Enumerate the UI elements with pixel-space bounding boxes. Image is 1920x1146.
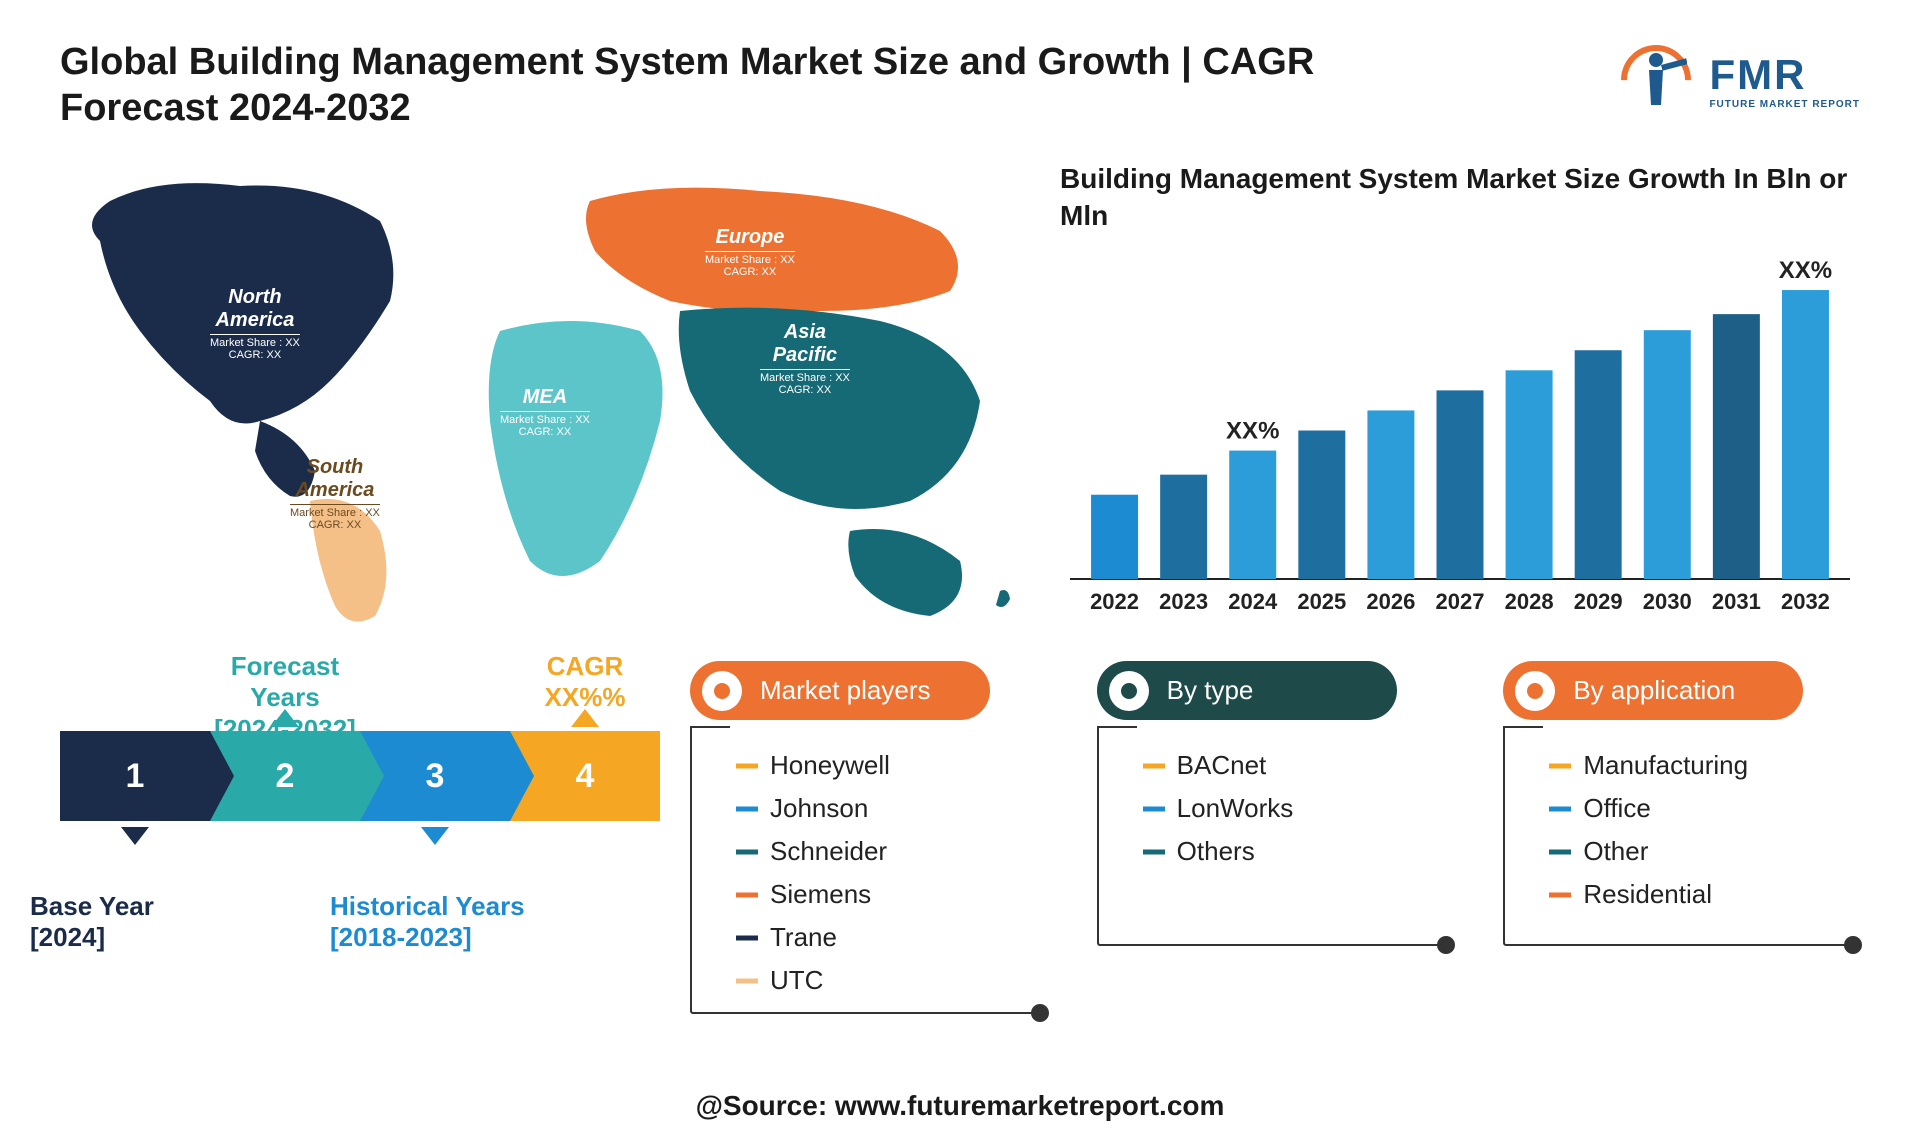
segment-market-players: Market players HoneywellJohnsonSchneiderS… bbox=[690, 661, 1047, 1014]
timeline-seg-1: 1 bbox=[60, 731, 210, 821]
list-item: Trane bbox=[736, 916, 1043, 959]
timeline-label-bottom: Base Year[2024] bbox=[30, 891, 260, 953]
list-item: BACnet bbox=[1143, 744, 1450, 787]
bar-2029 bbox=[1575, 350, 1622, 579]
list-item: Residential bbox=[1549, 873, 1856, 916]
svg-text:2031: 2031 bbox=[1712, 589, 1761, 614]
segment-header: By type bbox=[1097, 661, 1397, 720]
bar-2026 bbox=[1367, 410, 1414, 579]
bar-2022 bbox=[1091, 495, 1138, 579]
list-item: Johnson bbox=[736, 787, 1043, 830]
bar-2027 bbox=[1437, 390, 1484, 579]
svg-text:2028: 2028 bbox=[1505, 589, 1554, 614]
bar-2030 bbox=[1644, 330, 1691, 579]
source-attribution: @Source: www.futuremarketreport.com bbox=[696, 1090, 1225, 1122]
segment-header: By application bbox=[1503, 661, 1803, 720]
svg-text:2032: 2032 bbox=[1781, 589, 1830, 614]
list-item: Schneider bbox=[736, 830, 1043, 873]
logo-icon bbox=[1611, 40, 1701, 120]
segment-header: Market players bbox=[690, 661, 990, 720]
timeline-label-bottom: Historical Years[2018-2023] bbox=[330, 891, 560, 953]
bar-2025 bbox=[1298, 430, 1345, 578]
logo-subtext: FUTURE MARKET REPORT bbox=[1709, 99, 1860, 110]
svg-text:2025: 2025 bbox=[1297, 589, 1346, 614]
svg-text:2030: 2030 bbox=[1643, 589, 1692, 614]
list-item: Siemens bbox=[736, 873, 1043, 916]
svg-text:2027: 2027 bbox=[1436, 589, 1485, 614]
region-label-north-america: NorthAmerica Market Share : XX CAGR: XX bbox=[210, 286, 300, 361]
svg-text:XX%: XX% bbox=[1226, 418, 1279, 445]
timeline-label-top: CAGRXX%% bbox=[495, 651, 675, 713]
world-map: NorthAmerica Market Share : XX CAGR: XX S… bbox=[60, 161, 1020, 641]
region-label-south-america: SouthAmerica Market Share : XX CAGR: XX bbox=[290, 456, 380, 531]
page-title: Global Building Management System Market… bbox=[60, 40, 1460, 131]
list-item: Office bbox=[1549, 787, 1856, 830]
bar-2024 bbox=[1229, 451, 1276, 579]
list-item: LonWorks bbox=[1143, 787, 1450, 830]
list-item: Honeywell bbox=[736, 744, 1043, 787]
list-item: Manufacturing bbox=[1549, 744, 1856, 787]
svg-text:XX%: XX% bbox=[1779, 257, 1832, 284]
svg-text:2029: 2029 bbox=[1574, 589, 1623, 614]
list-item: UTC bbox=[736, 959, 1043, 1002]
header: Global Building Management System Market… bbox=[60, 40, 1860, 131]
timeline: Forecast Years[2024-2032]CAGRXX%% 1234 B… bbox=[60, 661, 660, 971]
region-label-europe: Europe Market Share : XX CAGR: XX bbox=[705, 226, 795, 278]
logo-text: FMR bbox=[1709, 51, 1860, 99]
bar-chart: Building Management System Market Size G… bbox=[1060, 161, 1860, 641]
svg-text:2023: 2023 bbox=[1159, 589, 1208, 614]
svg-text:2024: 2024 bbox=[1228, 589, 1278, 614]
list-item: Other bbox=[1549, 830, 1856, 873]
infographic-root: Global Building Management System Market… bbox=[0, 0, 1920, 1146]
bar-2028 bbox=[1506, 370, 1553, 579]
segment-by-type: By type BACnetLonWorksOthers bbox=[1097, 661, 1454, 1014]
svg-text:2022: 2022 bbox=[1090, 589, 1139, 614]
segment-by-application: By application ManufacturingOfficeOtherRe… bbox=[1503, 661, 1860, 1014]
bar-2032 bbox=[1782, 290, 1829, 579]
list-item: Others bbox=[1143, 830, 1450, 873]
region-label-asia-pacific: AsiaPacific Market Share : XX CAGR: XX bbox=[760, 321, 850, 396]
bar-2023 bbox=[1160, 475, 1207, 579]
bar-2031 bbox=[1713, 314, 1760, 579]
svg-text:2026: 2026 bbox=[1366, 589, 1415, 614]
region-label-mea: MEA Market Share : XX CAGR: XX bbox=[500, 386, 590, 438]
chart-svg: 2022 2023 2024 2025 2026 2027 2028 2029 2030 2031… bbox=[1060, 244, 1860, 624]
logo: FMR FUTURE MARKET REPORT bbox=[1611, 40, 1860, 120]
chart-title: Building Management System Market Size G… bbox=[1060, 161, 1860, 234]
